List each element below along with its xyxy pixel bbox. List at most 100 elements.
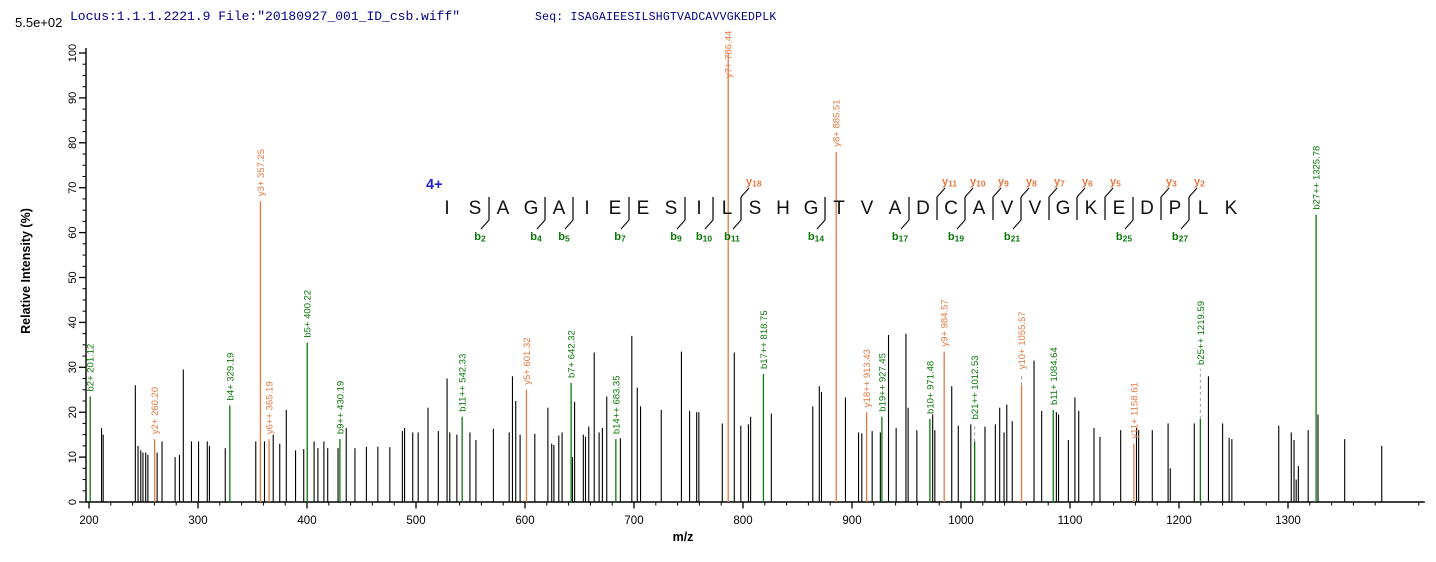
sequence-residue: D (1140, 198, 1154, 219)
y-ion-tag: y3 (1166, 176, 1177, 189)
b-cleavage-diagonal (620, 219, 630, 230)
sequence-residue: V (861, 198, 874, 219)
b-cleavage-diagonal (1012, 219, 1022, 230)
x-tick-label: 500 (406, 515, 425, 527)
b-cleavage-diagonal (900, 219, 910, 230)
x-axis-title: m/z (672, 530, 694, 544)
y-tick-label: 20 (67, 406, 79, 418)
y-axis-scale-note: 5.5e+02 (15, 15, 63, 30)
sequence-residue: S (469, 198, 482, 219)
sequence-residue: E (1113, 198, 1126, 219)
ion-peak-label: b10+ 971.48 (925, 361, 936, 414)
sequence-residue: S (749, 198, 762, 219)
ion-peak-label: b17++ 818.75 (759, 310, 770, 369)
y-ion-tag: y18 (746, 176, 762, 189)
b-cleavage-diagonal (816, 219, 826, 230)
y-ion-tag: y5 (1110, 176, 1121, 189)
ion-peak-label: b19++ 927.45 (877, 353, 888, 412)
ion-peak-label: b7+ 642.32 (567, 330, 578, 378)
sequence-residue: G (804, 198, 819, 219)
sequence-residue: C (944, 198, 958, 219)
y-tick-label: 30 (67, 361, 79, 373)
y-cleavage-diagonal (1020, 187, 1030, 198)
sequence-residue: K (1225, 198, 1238, 219)
peptide-sequence-text: ISAGAIEESILSHGTVADCAVVGKEDPLK (570, 11, 777, 24)
ion-peak-label: b11++ 542.33 (458, 354, 469, 412)
ion-peak-label: b2+ 201.12 (86, 344, 97, 392)
ion-peak-label: b14++ 683.35 (611, 375, 622, 434)
y-ion-tag: y2 (1194, 176, 1205, 189)
seq-prefix-label: Seq: (535, 11, 564, 24)
b-cleavage-diagonal (732, 219, 742, 230)
b-cleavage-diagonal (564, 219, 574, 230)
b-cleavage-diagonal (480, 219, 490, 230)
sequence-residue: H (776, 198, 790, 219)
ion-peak-label: b9++ 430.19 (335, 381, 346, 434)
y-cleavage-diagonal (740, 187, 750, 198)
sequence-residue: A (497, 198, 510, 219)
x-tick-label: 1000 (948, 515, 974, 527)
ion-peak-label: y9+ 984.57 (940, 299, 951, 346)
ion-peak-label: y3+ 357.25 (256, 149, 267, 196)
ion-peak-label: y7+ 786.44 (724, 31, 735, 78)
precursor-charge-label: 4+ (426, 177, 443, 193)
y-ion-tag: y8 (1026, 176, 1037, 189)
b-ion-tag: b7 (614, 231, 626, 244)
b-ion-tag: b21 (1004, 231, 1020, 244)
sequence-residue: A (973, 198, 986, 219)
sequence-residue: L (1198, 198, 1209, 219)
y-ion-tag: y7 (1054, 176, 1065, 189)
sequence-residue: S (665, 198, 678, 219)
ion-peak-label: y6++ 365.19 (265, 381, 276, 434)
y-tick-label: 40 (67, 316, 79, 328)
y-cleavage-diagonal (1160, 187, 1170, 198)
y-cleavage-diagonal (992, 187, 1002, 198)
y-tick-label: 0 (67, 499, 79, 505)
sequence-residue: P (1169, 198, 1182, 219)
x-tick-label: 800 (733, 515, 752, 527)
b-ion-tag: b27 (1172, 231, 1188, 244)
ion-peak-label: b4+ 329.19 (225, 353, 236, 401)
sequence-residue: V (1029, 198, 1042, 219)
ion-peak-label: y18++ 913.43 (862, 349, 873, 407)
ion-peak-label: y10+ 1055.57 (1017, 311, 1028, 369)
ion-peak-label: b21++ 1012.53 (970, 355, 981, 419)
ion-peak-label: b5+ 400.22 (303, 290, 314, 338)
x-tick-label: 200 (79, 515, 98, 527)
b-cleavage-diagonal (1180, 219, 1190, 230)
sequence-residue: K (1085, 198, 1098, 219)
x-tick-label: 1300 (1275, 515, 1301, 527)
x-tick-label: 1200 (1166, 515, 1192, 527)
locus-file-header: Locus:1.1.1.2221.9 File:"20180927_001_ID… (70, 9, 461, 24)
b-cleavage-diagonal (1124, 219, 1134, 230)
sequence-residue: D (916, 198, 930, 219)
sequence-residue: I (696, 198, 701, 219)
y-tick-label: 50 (67, 271, 79, 283)
y-cleavage-diagonal (1188, 187, 1198, 198)
y-cleavage-diagonal (1104, 187, 1114, 198)
x-tick-label: 700 (624, 515, 643, 527)
y-tick-label: 60 (67, 226, 79, 238)
sequence-residue: I (444, 198, 449, 219)
y-ion-tag: y11 (942, 176, 957, 189)
b-ion-tag: b17 (892, 231, 908, 244)
y-tick-label: 10 (67, 451, 79, 463)
y-cleavage-diagonal (1048, 187, 1058, 198)
sequence-residue: A (889, 198, 902, 219)
b-cleavage-diagonal (704, 219, 714, 230)
sequence-residue: L (722, 198, 733, 219)
ion-peak-label: b11+ 1084.64 (1049, 347, 1060, 405)
sequence-residue: G (524, 198, 539, 219)
y-tick-label: 70 (67, 182, 79, 194)
b-ion-tag: b19 (948, 231, 964, 244)
b-ion-tag: b25 (1116, 231, 1132, 244)
b-ion-tag: b9 (670, 231, 682, 244)
ion-peak-label: b27++ 1325.78 (1312, 146, 1323, 210)
b-ion-tag: b11 (724, 231, 740, 244)
y-cleavage-diagonal (1076, 187, 1086, 198)
sequence-residue: E (637, 198, 650, 219)
x-tick-label: 300 (188, 515, 207, 527)
y-tick-label: 80 (67, 137, 79, 149)
y-ion-tag: y6 (1082, 176, 1093, 189)
